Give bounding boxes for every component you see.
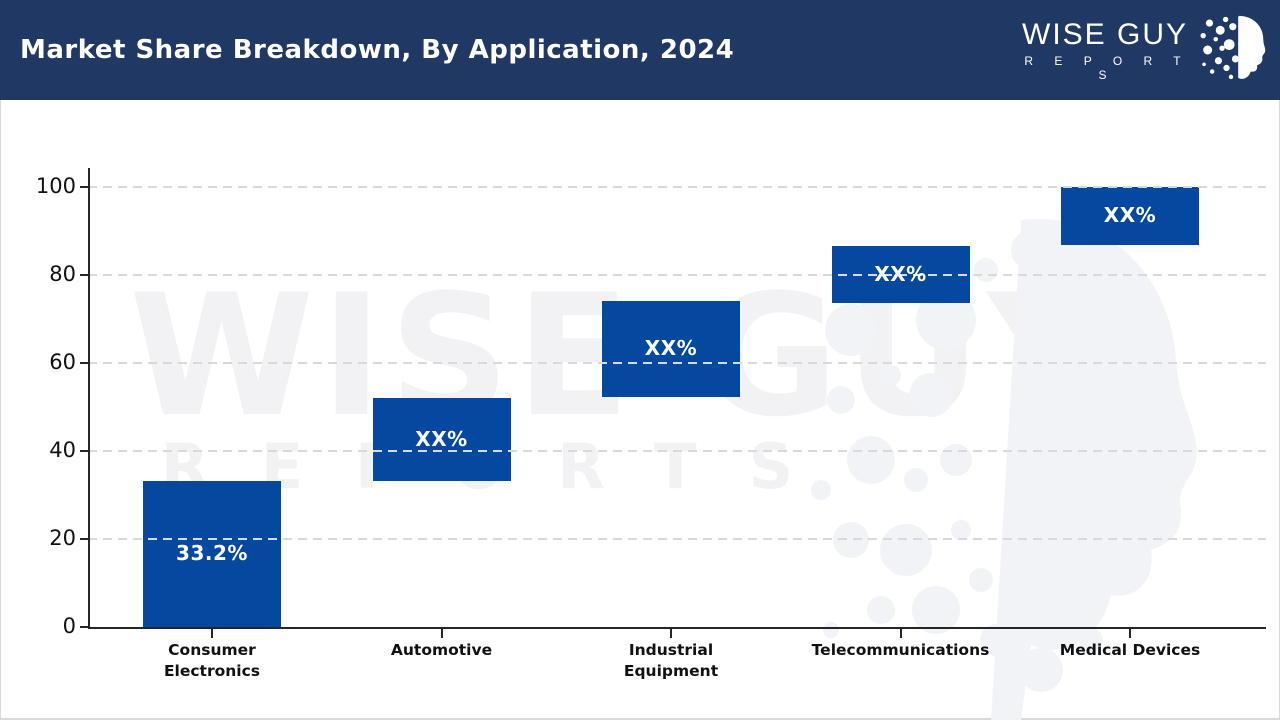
- x-tick: [211, 629, 213, 638]
- bar-value-label: XX%: [1103, 203, 1157, 228]
- logo-wordmark: WISE GUY: [1022, 18, 1189, 51]
- x-tick: [670, 629, 672, 638]
- bar-industrial-equipment: [602, 300, 740, 397]
- y-tick-100: [80, 186, 88, 188]
- gridline-80: [88, 274, 1266, 276]
- gridline-60: [88, 362, 1266, 364]
- gridline-20: [88, 538, 1266, 540]
- bar-medical-devices: [1061, 187, 1199, 246]
- dotted-head-icon: [1200, 15, 1266, 80]
- x-tick: [899, 629, 902, 638]
- head-watermark: [731, 219, 1197, 720]
- wise-guy-logo: WISE GUY R E P O R T S: [1016, 6, 1266, 94]
- y-tick-80: [80, 274, 88, 276]
- bar-value-label: XX%: [415, 426, 468, 451]
- logo-text: WISE GUY R E P O R T S: [1016, 18, 1194, 82]
- y-tick-label: 20: [49, 526, 76, 550]
- x-category-label: Industrial Equipment: [623, 641, 719, 680]
- x-category-label: Telecommunications: [811, 641, 990, 659]
- page-title: Market Share Breakdown, By Application, …: [20, 35, 735, 65]
- bar-automotive: [372, 398, 511, 481]
- y-axis-line: [88, 168, 90, 629]
- y-tick-label: 40: [49, 438, 76, 462]
- gridline-100: [88, 186, 1266, 188]
- x-tick: [440, 629, 443, 638]
- y-tick-60: [80, 362, 88, 364]
- y-tick-label: 100: [35, 174, 76, 198]
- bar-value-label: XX%: [644, 335, 698, 360]
- y-tick-40: [80, 450, 88, 452]
- y-tick-label: 80: [49, 262, 76, 286]
- x-category-label: Consumer Electronics: [163, 641, 261, 680]
- waterfall-chart: 33.2% XX% XX% XX% XX% 0 20 40 60 80 100 Consumer Ele…: [1, 100, 1280, 720]
- x-axis-line: [88, 627, 1266, 629]
- gridline-40: [88, 450, 1266, 452]
- y-tick-0: [80, 626, 88, 628]
- logo-subtitle: R E P O R T S: [1024, 54, 1190, 82]
- x-tick: [1129, 629, 1131, 638]
- header-bar: Market Share Breakdown, By Application, …: [0, 0, 1280, 100]
- bar-consumer-electronics: [143, 480, 281, 627]
- x-category-label: Automotive: [390, 641, 493, 659]
- y-tick-label: 60: [49, 350, 76, 374]
- y-tick-20: [80, 538, 88, 540]
- x-category-label: Medical Devices: [1059, 641, 1201, 659]
- bar-value-label: 33.2%: [176, 540, 248, 565]
- y-tick-label: 0: [62, 614, 76, 638]
- bar-value-label: XX%: [874, 261, 927, 286]
